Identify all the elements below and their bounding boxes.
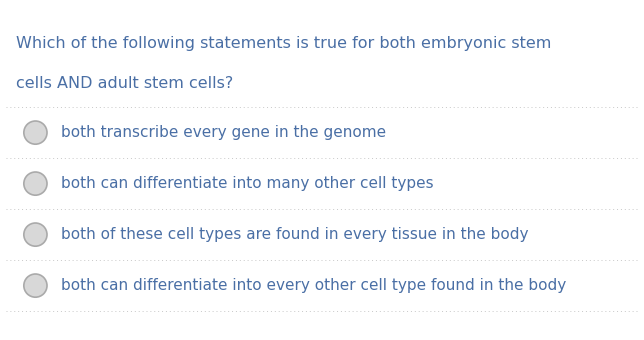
Text: both can differentiate into many other cell types: both can differentiate into many other c… xyxy=(61,176,434,191)
Ellipse shape xyxy=(24,223,47,246)
Text: both transcribe every gene in the genome: both transcribe every gene in the genome xyxy=(61,125,386,140)
Text: Which of the following statements is true for both embryonic stem: Which of the following statements is tru… xyxy=(16,36,551,51)
Ellipse shape xyxy=(24,274,47,297)
Text: both of these cell types are found in every tissue in the body: both of these cell types are found in ev… xyxy=(61,227,529,242)
Ellipse shape xyxy=(24,121,47,144)
Text: cells AND adult stem cells?: cells AND adult stem cells? xyxy=(16,76,233,91)
Ellipse shape xyxy=(24,172,47,195)
Text: both can differentiate into every other cell type found in the body: both can differentiate into every other … xyxy=(61,278,567,293)
